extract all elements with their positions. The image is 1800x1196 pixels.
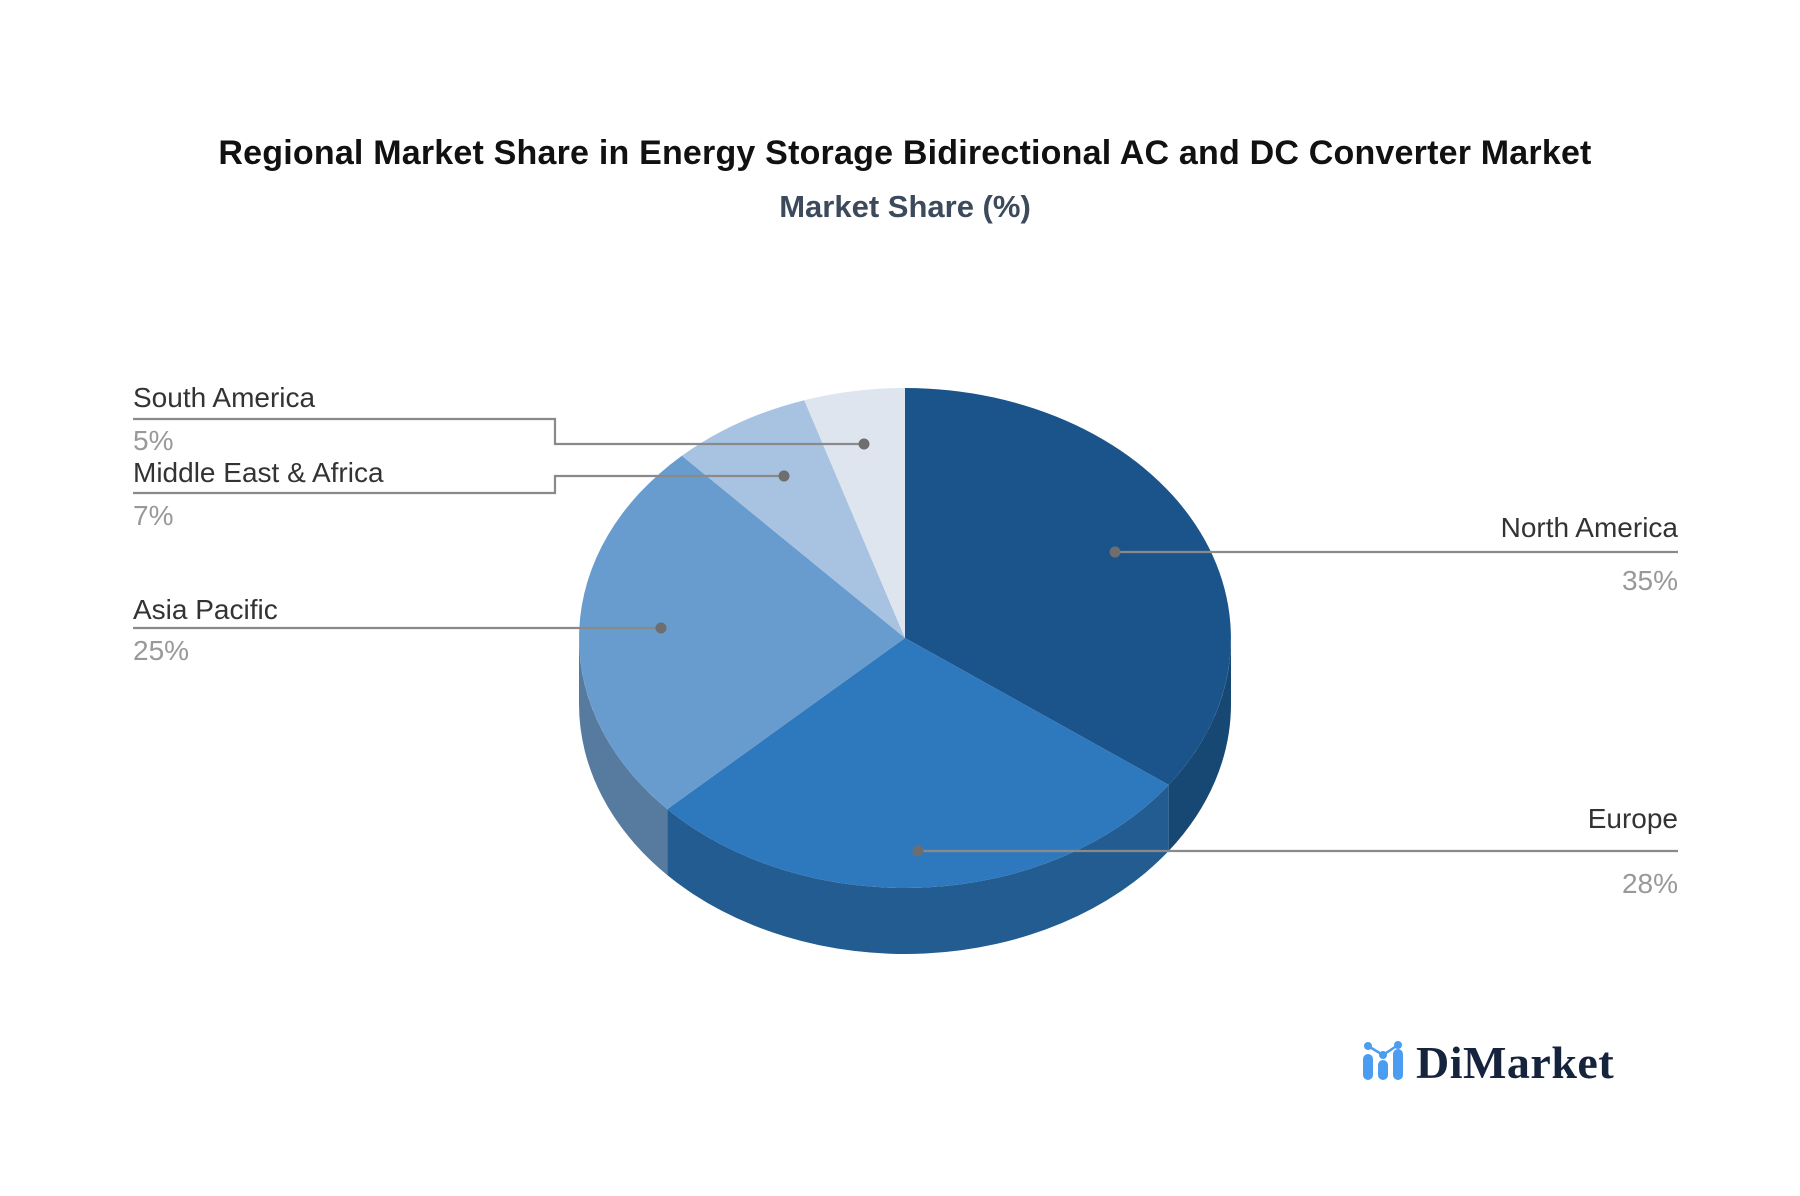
chart-subtitle: Market Share (%): [779, 189, 1031, 224]
percent-asia-pacific: 25%: [133, 635, 190, 666]
brand-logo: DiMarket: [1360, 1038, 1614, 1098]
callout-line-south-america: [133, 417, 864, 446]
pie-slice-europe: [667, 638, 1169, 888]
callout-dot-middle-east-africa: [778, 470, 790, 482]
percent-south-america: 5%: [133, 425, 174, 456]
pie-slice-south-america: [804, 388, 905, 638]
percent-europe: 28%: [1621, 868, 1678, 899]
pie-slice-middle-east-africa: [681, 400, 905, 638]
callout-line-middle-east-africa: [133, 474, 784, 495]
label-europe: Europe: [1587, 803, 1678, 834]
pie-rim-north-america: [1168, 638, 1231, 851]
percent-north-america: 35%: [1621, 565, 1678, 596]
percent-middle-east-africa: 7%: [133, 500, 174, 531]
pie-rim-asia-pacific: [578, 638, 668, 876]
callout-dot-europe: [912, 845, 924, 857]
label-south-america: South America: [133, 382, 316, 413]
pie-slice-asia-pacific: [579, 455, 905, 810]
callout-dot-asia-pacific: [655, 622, 667, 634]
callout-dot-south-america: [858, 438, 870, 450]
label-asia-pacific: Asia Pacific: [133, 594, 278, 625]
callout-dot-north-america: [1109, 546, 1121, 558]
label-middle-east-africa: Middle East & Africa: [133, 457, 384, 488]
bar-chart-icon: [1363, 1041, 1403, 1080]
chart-title: Regional Market Share in Energy Storage …: [218, 134, 1592, 172]
label-north-america: North America: [1500, 512, 1678, 543]
brand-logo-text: DiMarket: [1416, 1037, 1615, 1088]
pie-rim-europe: [667, 784, 1169, 954]
pie-slice-north-america: [905, 388, 1231, 785]
